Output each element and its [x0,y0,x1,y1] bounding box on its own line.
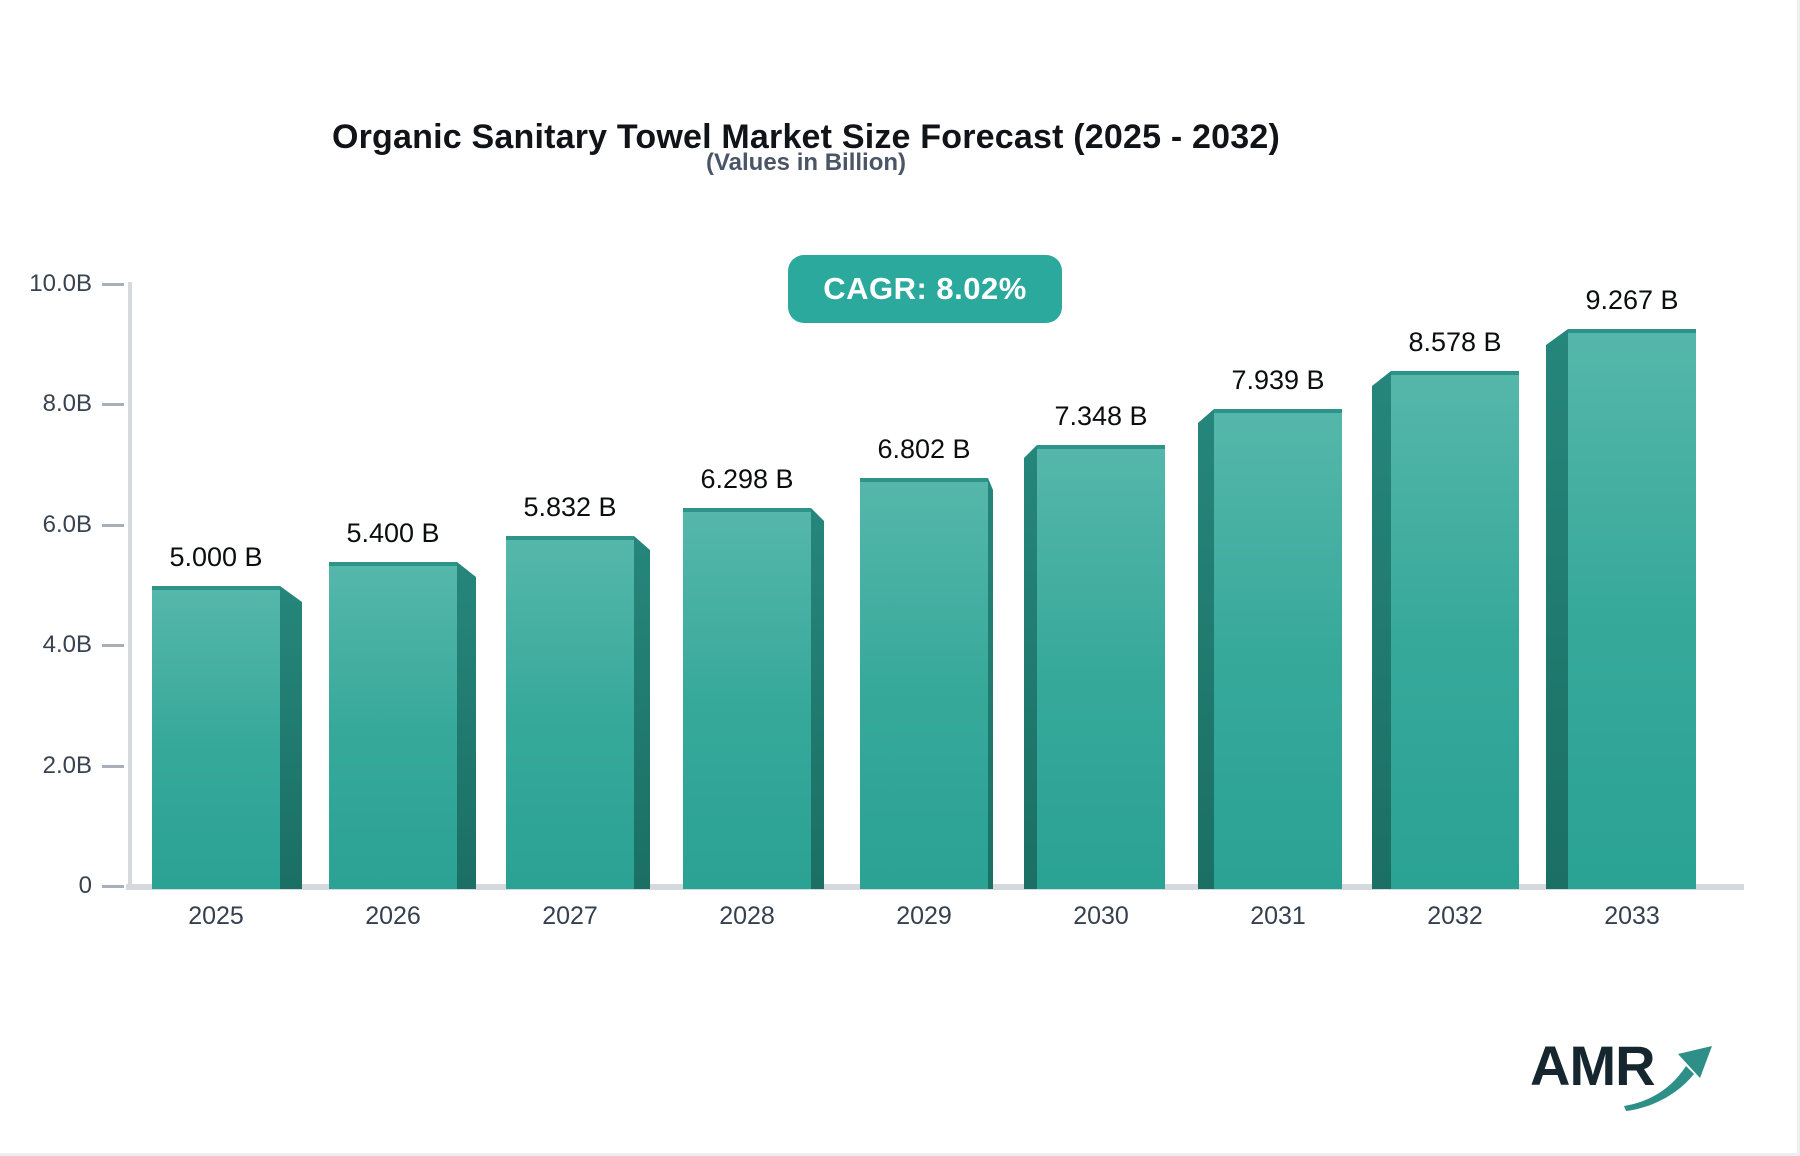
bar-value-label: 5.832 B [523,492,617,522]
y-tick-mark [102,765,124,768]
bar-side-face [634,536,650,889]
chart-subtitle: (Values in Billion) [705,149,907,176]
y-tick-mark [102,524,124,527]
y-tick-label: 2.0B [42,752,92,779]
x-axis-label: 2032 [1427,902,1483,930]
y-tick-mark [102,403,124,406]
y-tick-label: 4.0B [42,631,92,658]
x-axis-label: 2026 [365,902,421,930]
bar-side-face [457,562,476,889]
bar-value-label: 7.939 B [1231,365,1325,395]
bar [506,536,634,889]
bar-value-label: 6.802 B [877,434,971,464]
y-tick-mark [102,644,124,647]
amr-logo-text: AMR [1530,1034,1656,1097]
bar-side-face [1024,445,1037,889]
bar-side-face [1198,409,1214,889]
y-axis-line [128,282,132,890]
bar-side-face [988,478,993,889]
bar-value-label: 6.298 B [700,464,794,494]
chart-title: Organic Sanitary Towel Market Size Forec… [331,117,1281,156]
x-axis-label: 2030 [1073,902,1129,930]
bar [683,508,811,889]
bar [1568,329,1696,889]
bar-side-face [280,586,302,889]
y-tick-label: 8.0B [42,390,92,417]
bar-value-label: 7.348 B [1054,401,1148,431]
bar-side-face [811,508,824,889]
bar [1214,409,1342,889]
x-axis-label: 2027 [542,902,598,930]
y-tick-label: 6.0B [42,511,92,538]
x-axis-label: 2033 [1604,902,1660,930]
y-tick-mark [102,885,124,888]
amr-logo: AMR [1522,1032,1732,1116]
y-tick-label: 10.0B [29,270,92,297]
x-axis-label: 2031 [1250,902,1306,930]
y-tick-label: 0 [78,872,92,899]
bar [152,586,280,889]
bar [329,562,457,889]
cagr-badge: CAGR: 8.02% [788,255,1062,323]
bar [860,478,988,889]
bar-side-face [1546,329,1568,889]
x-axis-label: 2029 [896,902,952,930]
growth-arrow-icon [1624,1046,1712,1111]
bar [1037,445,1165,889]
bar-value-label: 9.267 B [1585,285,1679,315]
y-tick-mark [102,283,124,286]
bar [1391,371,1519,889]
x-axis-label: 2025 [188,902,244,930]
bar-side-face [1372,371,1391,889]
bar-value-label: 5.400 B [346,518,440,548]
bar-value-label: 5.000 B [169,542,263,572]
bar-value-label: 8.578 B [1408,327,1502,357]
x-axis-label: 2028 [719,902,775,930]
